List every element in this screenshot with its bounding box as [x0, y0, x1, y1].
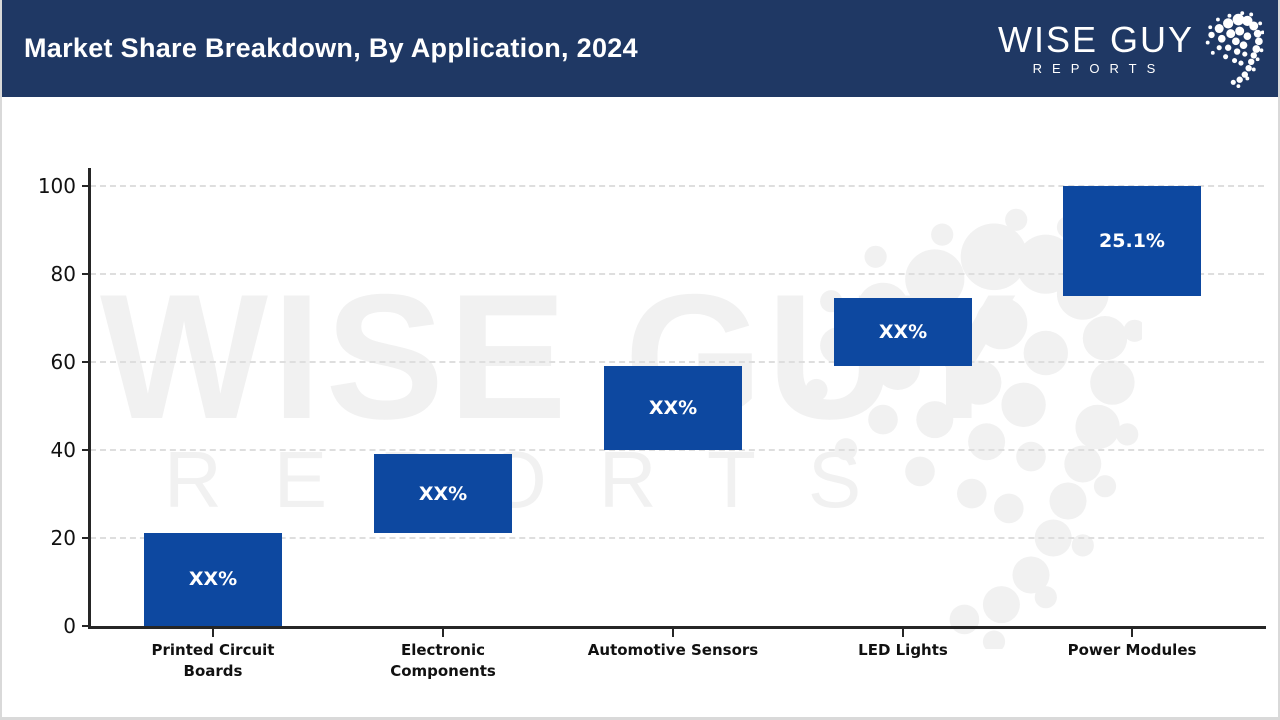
- y-tick-0: [82, 625, 90, 627]
- gridline-20: [90, 537, 1264, 539]
- bar-printed-circuit-boards: XX%: [144, 532, 282, 626]
- x-tick-label-printed-circuit-boards: Printed Circuit Boards: [93, 640, 333, 682]
- y-tick-60: [82, 361, 90, 363]
- y-axis: [88, 168, 91, 629]
- bar-power-modules: 25.1%: [1063, 186, 1201, 297]
- y-tick-label-100: 100: [37, 174, 76, 198]
- x-tick-label-electronic-components: Electronic Components: [323, 640, 563, 682]
- logo-head-icon: [1205, 10, 1264, 88]
- y-tick-80: [82, 273, 90, 275]
- x-tick-printed-circuit-boards: [212, 629, 214, 637]
- y-tick-label-0: 0: [63, 614, 76, 638]
- x-tick-label-automotive-sensors: Automotive Sensors: [553, 640, 793, 661]
- x-tick-label-line: LED Lights: [858, 641, 948, 659]
- bar-value-label-electronic-components: XX%: [418, 482, 468, 505]
- x-tick-automotive-sensors: [672, 629, 674, 637]
- bar-led-lights: XX%: [834, 297, 972, 367]
- x-tick-label-line: Boards: [183, 662, 243, 680]
- x-tick-label-line: Electronic: [400, 641, 486, 659]
- x-tick-label-line: Automotive Sensors: [587, 641, 759, 659]
- y-tick-label-80: 80: [50, 262, 76, 286]
- logo-wiseguy-text: WISE GUY: [997, 18, 1194, 60]
- x-tick-label-led-lights: LED Lights: [783, 640, 1023, 661]
- x-tick-label-line: Printed Circuit: [151, 641, 275, 659]
- gridline-100: [90, 185, 1264, 187]
- gridline-60: [90, 361, 1264, 363]
- y-tick-40: [82, 449, 90, 451]
- bar-value-label-automotive-sensors: XX%: [648, 396, 698, 419]
- logo-reports-text: REPORTS: [1032, 60, 1166, 76]
- y-tick-label-20: 20: [50, 526, 76, 550]
- bar-value-label-power-modules: 25.1%: [1099, 230, 1165, 253]
- bar-automotive-sensors: XX%: [604, 365, 742, 450]
- y-tick-label-60: 60: [50, 350, 76, 374]
- bar-value-label-printed-circuit-boards: XX%: [188, 568, 238, 591]
- x-tick-label-power-modules: Power Modules: [1012, 640, 1252, 661]
- x-tick-power-modules: [1131, 629, 1133, 637]
- page-title: Market Share Breakdown, By Application, …: [24, 33, 638, 63]
- x-axis: [88, 626, 1266, 629]
- gridline-80: [90, 273, 1264, 275]
- y-tick-20: [82, 537, 90, 539]
- gridline-40: [90, 449, 1264, 451]
- x-tick-electronic-components: [442, 629, 444, 637]
- y-tick-label-40: 40: [50, 438, 76, 462]
- bar-electronic-components: XX%: [374, 454, 512, 533]
- x-tick-label-line: Components: [390, 662, 496, 680]
- wise-guy-logo: WISE GUY REPORTS: [998, 10, 1264, 88]
- y-tick-100: [82, 185, 90, 187]
- watermark-reports-text: REPORTS: [164, 435, 914, 524]
- bar-value-label-led-lights: XX%: [878, 321, 928, 344]
- x-tick-led-lights: [902, 629, 904, 637]
- logo-text: WISE GUY REPORTS: [997, 18, 1194, 76]
- header: Market Share Breakdown, By Application, …: [2, 0, 1278, 97]
- x-tick-label-line: Power Modules: [1067, 641, 1197, 659]
